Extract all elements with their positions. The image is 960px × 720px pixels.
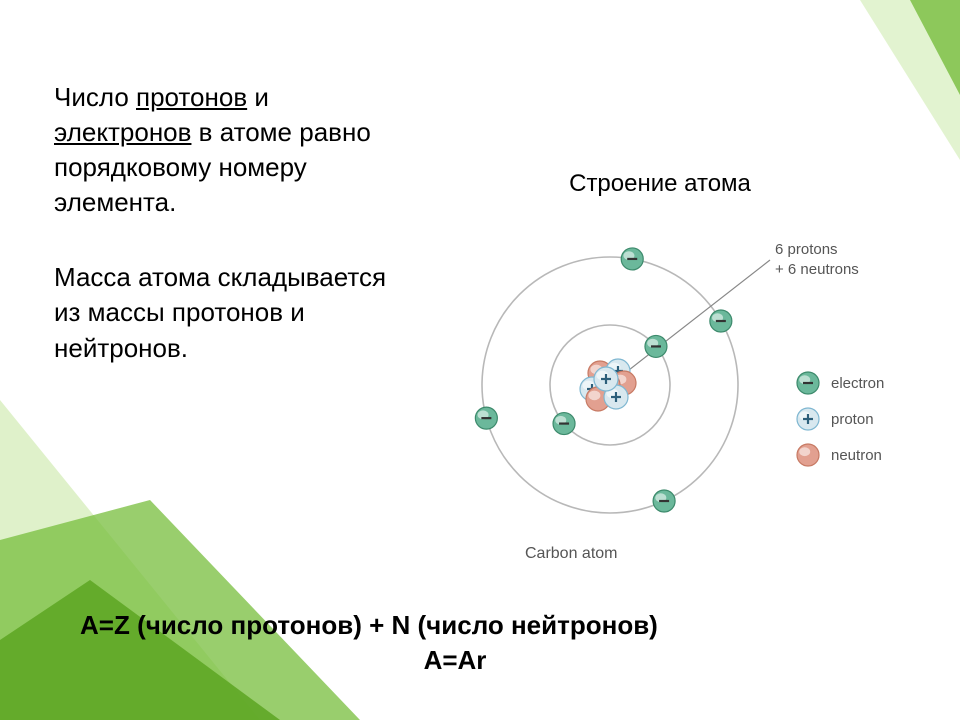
paragraph-1: Число протонов и электронов в атоме равн…: [54, 80, 394, 220]
diagram-title: Строение атома: [460, 170, 860, 198]
diagram-caption: Carbon atom: [525, 545, 618, 563]
text-block: Число протонов и электронов в атоме равн…: [54, 80, 394, 406]
legend-neutron-label: neutron: [831, 447, 882, 464]
p1-protons: протонов: [136, 82, 247, 112]
legend-neutron: neutron: [795, 442, 884, 468]
annot-line-1: 6 protons: [775, 240, 859, 260]
annot-line-2: + 6 neutrons: [775, 260, 859, 280]
legend-electron-label: electron: [831, 375, 884, 392]
legend-proton-label: proton: [831, 411, 874, 428]
p1-a: Число: [54, 82, 136, 112]
p1-c: и: [247, 82, 269, 112]
formula-line-2: A=Ar: [80, 645, 830, 676]
nucleus-annotation: 6 protons + 6 neutrons: [775, 240, 859, 279]
formula-line-1: A=Z (число протонов) + N (число нейтроно…: [80, 610, 880, 641]
legend-proton: proton: [795, 406, 884, 432]
paragraph-2: Масса атома складывается из массы протон…: [54, 260, 394, 365]
p1-electrons: электронов: [54, 117, 191, 147]
legend-electron: electron: [795, 370, 884, 396]
legend: electron proton neutron: [795, 370, 884, 478]
